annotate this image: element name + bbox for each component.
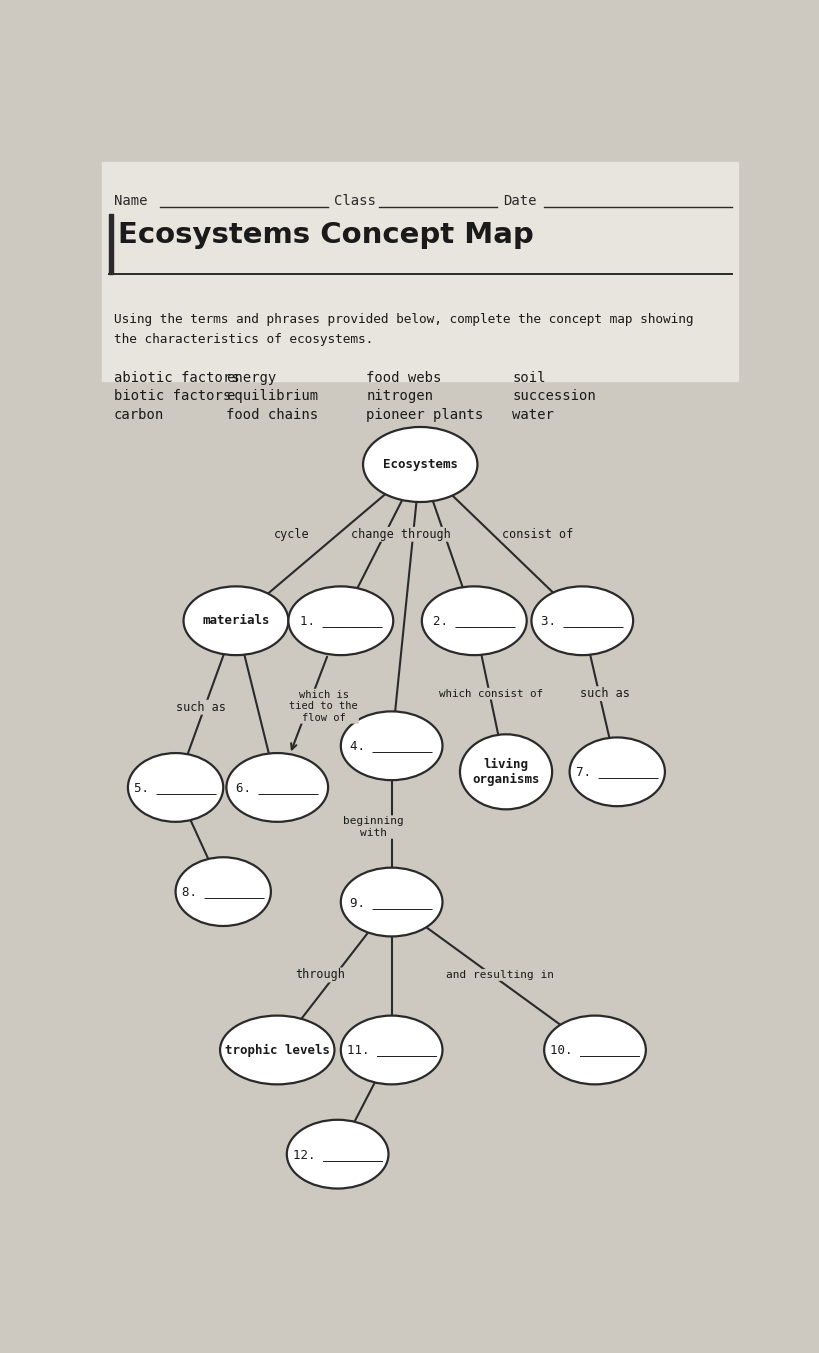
Ellipse shape — [128, 754, 223, 821]
Ellipse shape — [363, 428, 477, 502]
Text: such as: such as — [176, 701, 226, 714]
Ellipse shape — [341, 1016, 442, 1084]
Text: 6. ________: 6. ________ — [236, 781, 318, 794]
Text: Name: Name — [114, 193, 147, 208]
Text: Date: Date — [502, 193, 536, 208]
Text: biotic factors: biotic factors — [114, 390, 231, 403]
Ellipse shape — [288, 586, 393, 655]
Ellipse shape — [421, 586, 526, 655]
Text: carbon: carbon — [114, 409, 164, 422]
Text: 3. ________: 3. ________ — [541, 614, 622, 628]
Text: 7. ________: 7. ________ — [575, 766, 658, 778]
Ellipse shape — [287, 1120, 388, 1188]
Ellipse shape — [531, 586, 632, 655]
Text: equilibrium: equilibrium — [226, 390, 318, 403]
Ellipse shape — [459, 735, 551, 809]
Text: succession: succession — [512, 390, 595, 403]
Text: soil: soil — [512, 371, 545, 384]
Text: 9. ________: 9. ________ — [350, 896, 432, 909]
Text: water: water — [512, 409, 554, 422]
Text: abiotic factors: abiotic factors — [114, 371, 239, 384]
Ellipse shape — [219, 1016, 334, 1084]
Text: food webs: food webs — [366, 371, 441, 384]
Bar — [102, 162, 737, 382]
Text: nitrogen: nitrogen — [366, 390, 432, 403]
Text: Ecosystems Concept Map: Ecosystems Concept Map — [118, 222, 533, 249]
Text: Using the terms and phrases provided below, complete the concept map showing
the: Using the terms and phrases provided bel… — [114, 314, 693, 346]
Text: which is
tied to the
flow of: which is tied to the flow of — [289, 690, 358, 723]
Text: consist of: consist of — [501, 528, 572, 541]
Text: materials: materials — [202, 614, 269, 628]
Text: energy: energy — [226, 371, 276, 384]
Text: cycle: cycle — [274, 528, 310, 541]
Text: 4. ________: 4. ________ — [350, 739, 432, 752]
Ellipse shape — [341, 712, 442, 781]
Text: 8. ________: 8. ________ — [182, 885, 265, 898]
Text: beginning
with: beginning with — [343, 816, 404, 838]
Text: Class: Class — [334, 193, 376, 208]
Text: trophic levels: trophic levels — [224, 1043, 329, 1057]
Text: 1. ________: 1. ________ — [299, 614, 382, 628]
Text: 5. ________: 5. ________ — [134, 781, 216, 794]
Text: food chains: food chains — [226, 409, 318, 422]
Bar — [109, 214, 113, 273]
Text: which consist of: which consist of — [439, 689, 543, 698]
Text: change through: change through — [351, 528, 450, 541]
Text: 10. ________: 10. ________ — [550, 1043, 640, 1057]
Ellipse shape — [226, 754, 328, 821]
Ellipse shape — [544, 1016, 645, 1084]
Text: pioneer plants: pioneer plants — [366, 409, 483, 422]
Ellipse shape — [341, 867, 442, 936]
Ellipse shape — [569, 737, 664, 806]
Text: 2. ________: 2. ________ — [432, 614, 515, 628]
Ellipse shape — [183, 586, 288, 655]
Text: such as: such as — [579, 687, 629, 701]
Text: living
organisms: living organisms — [472, 758, 539, 786]
Ellipse shape — [175, 858, 270, 925]
Text: and resulting in: and resulting in — [446, 970, 553, 980]
Text: through: through — [295, 969, 345, 981]
Text: Ecosystems: Ecosystems — [382, 457, 457, 471]
Text: 11. ________: 11. ________ — [346, 1043, 437, 1057]
Text: 12. ________: 12. ________ — [292, 1147, 382, 1161]
